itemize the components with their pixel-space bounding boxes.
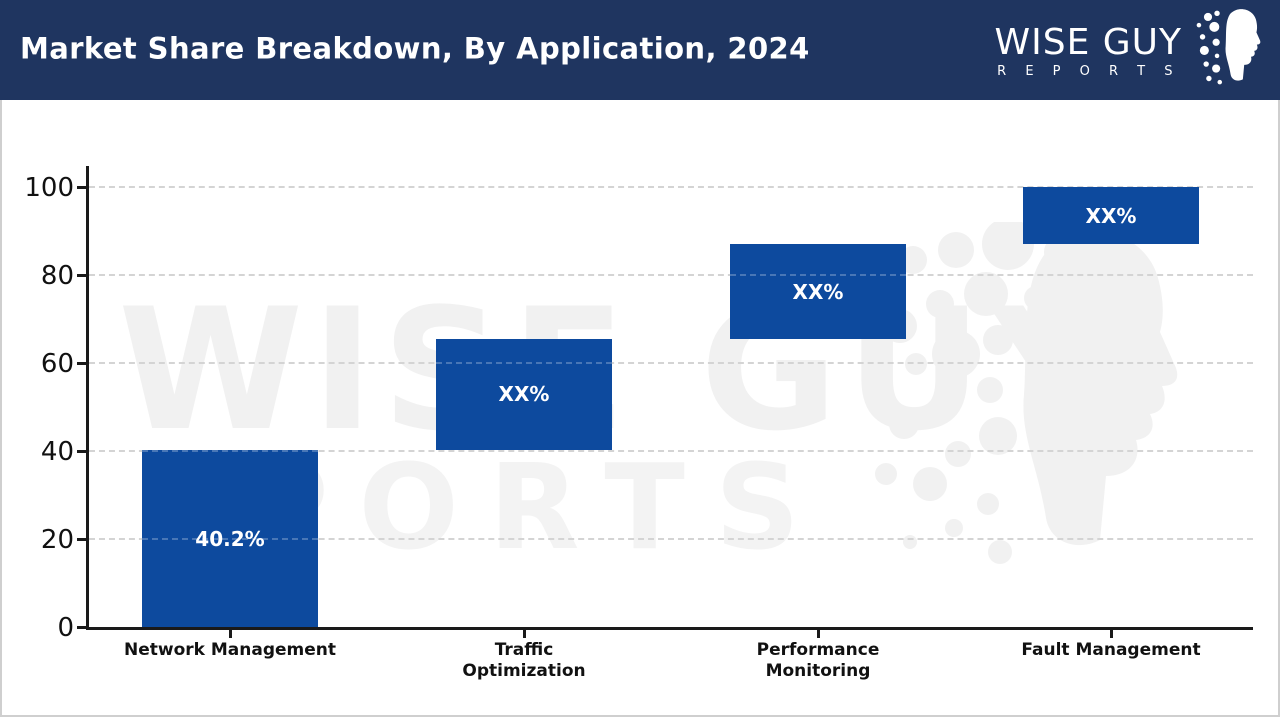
y-tick-mark (77, 362, 86, 365)
y-axis-line (86, 166, 89, 630)
bar-value-label: XX% (792, 279, 844, 304)
x-tick-mark (523, 629, 526, 638)
y-tick-label: 60 (40, 349, 74, 379)
x-category-label: Performance Monitoring (756, 640, 880, 682)
x-tick-mark (817, 629, 820, 638)
brand-head-icon (1196, 9, 1261, 85)
bar-segment (436, 338, 612, 451)
gridline-100 (89, 186, 1253, 188)
watermark-text-reports: PORTS (242, 438, 830, 576)
bar-segment (142, 450, 318, 627)
brand-logo: WISE GUY R E P O R T S (995, 0, 1267, 100)
gridline-60 (89, 362, 1253, 364)
y-tick-mark (77, 538, 86, 541)
gridline-80 (89, 274, 1253, 276)
y-tick-label: 100 (24, 173, 74, 203)
bar-value-label: 40.2% (195, 526, 265, 551)
bar-segment (1023, 187, 1199, 245)
y-tick-mark (77, 626, 86, 629)
header-bar: Market Share Breakdown, By Application, … (0, 0, 1280, 100)
x-category-label: Traffic Optimization (462, 640, 586, 682)
x-category-label: Network Management (123, 640, 336, 660)
brand-name: WISE GUY (994, 22, 1182, 63)
chart-title: Market Share Breakdown, By Application, … (20, 31, 810, 66)
x-tick-mark (1110, 629, 1113, 638)
gridline-20 (89, 538, 1253, 540)
gridline-40 (89, 450, 1253, 452)
x-tick-mark (229, 629, 232, 638)
gridline-over-bar (730, 273, 906, 276)
y-tick-mark (77, 450, 86, 453)
gridline-over-bar (142, 537, 318, 540)
gridline-over-bar (142, 450, 318, 452)
brand-subtitle: R E P O R T S (997, 64, 1180, 79)
bar-value-label: XX% (498, 382, 550, 407)
x-axis-line (86, 627, 1253, 630)
bar-value-label: XX% (1085, 203, 1137, 228)
x-category-label: Fault Management (1021, 640, 1201, 660)
y-tick-mark (77, 186, 86, 189)
bar-segment (730, 244, 906, 339)
y-tick-label: 40 (40, 437, 74, 467)
y-tick-label: 20 (40, 525, 74, 555)
y-tick-mark (77, 274, 86, 277)
watermark-dotted-head (871, 222, 1178, 564)
brand-logo-text: WISE GUY R E P O R T S (994, 22, 1183, 80)
y-tick-label: 80 (40, 261, 74, 291)
y-tick-label: 0 (57, 613, 74, 643)
gridline-over-bar (436, 361, 612, 364)
